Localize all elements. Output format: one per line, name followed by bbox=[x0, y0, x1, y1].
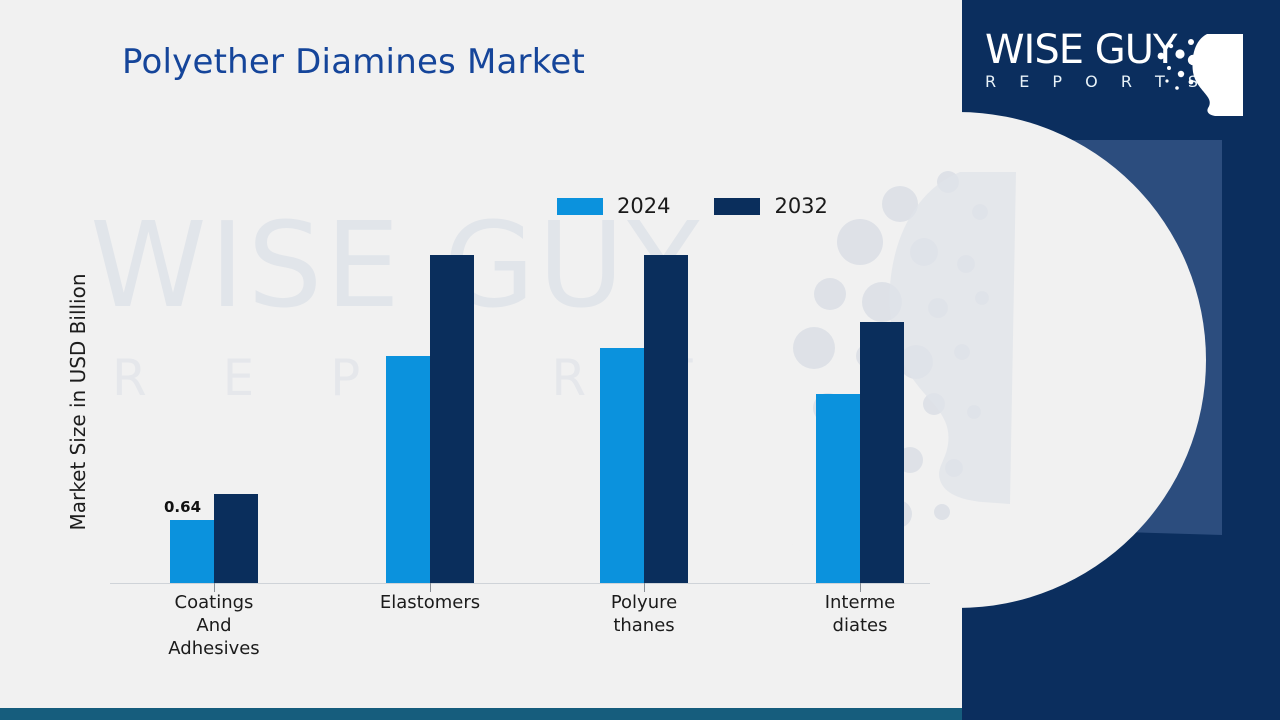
bar-chart: Market Size in USD Billion 2024 2032 0.6… bbox=[66, 194, 930, 659]
y-axis-label: Market Size in USD Billion bbox=[66, 273, 90, 531]
x-axis-tick bbox=[430, 583, 431, 592]
logo-wordmark: WISE GUY bbox=[985, 27, 1177, 73]
page-title: Polyether Diamines Market bbox=[122, 42, 586, 82]
x-axis-tick bbox=[860, 583, 861, 592]
legend-label-2032: 2032 bbox=[774, 194, 828, 218]
bar-2024-coatings-and-adhesives[interactable] bbox=[170, 520, 214, 583]
legend-item-2024[interactable]: 2024 bbox=[557, 194, 670, 218]
legend-item-2032[interactable]: 2032 bbox=[714, 194, 828, 218]
x-axis-label-elastomers: Elastomers bbox=[379, 592, 481, 613]
brand-logo: WISE GUY R E P O R T S bbox=[985, 27, 1243, 116]
bar-2024-elastomers[interactable] bbox=[386, 355, 430, 583]
bar-2032-coatings-and-adhesives[interactable] bbox=[214, 494, 258, 583]
legend-label-2024: 2024 bbox=[617, 194, 671, 218]
x-axis-line bbox=[110, 583, 930, 584]
x-axis-label-polyurethanes: Polyure thanes bbox=[610, 592, 678, 636]
logo-dotted-head-icon bbox=[1157, 34, 1243, 116]
x-axis-label-intermediates: Interme diates bbox=[824, 592, 896, 636]
legend-swatch-2032 bbox=[714, 197, 761, 215]
footer-strip bbox=[0, 708, 962, 720]
bar-2032-intermediates[interactable] bbox=[860, 322, 904, 583]
bar-value-label: 0.64 bbox=[164, 498, 202, 517]
logo-subtitle: R E P O R T S bbox=[985, 72, 1208, 91]
legend-swatch-2024 bbox=[557, 197, 603, 215]
chart-legend: 2024 2032 bbox=[557, 194, 828, 218]
x-axis-label-coatings-and-adhesives: Coatings And Adhesives bbox=[168, 592, 260, 659]
bar-2024-intermediates[interactable] bbox=[816, 394, 860, 583]
x-axis-tick bbox=[644, 583, 645, 592]
x-axis-tick bbox=[214, 583, 215, 592]
bar-2024-polyurethanes[interactable] bbox=[600, 347, 644, 583]
bar-2032-polyurethanes[interactable] bbox=[644, 255, 688, 583]
bar-2032-elastomers[interactable] bbox=[430, 255, 474, 583]
